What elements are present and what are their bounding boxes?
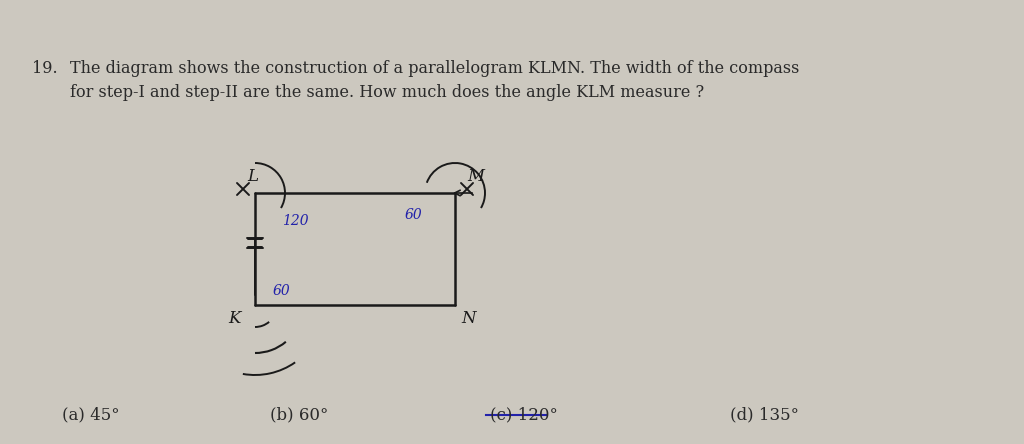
Text: 60: 60	[272, 284, 290, 298]
Text: The diagram shows the construction of a parallelogram KLMN. The width of the com: The diagram shows the construction of a …	[70, 60, 800, 77]
Text: (a) 45°: (a) 45°	[62, 407, 120, 424]
Text: 60: 60	[404, 208, 422, 222]
Text: M: M	[467, 168, 484, 185]
Text: for step-I and step-II are the same. How much does the angle KLM measure ?: for step-I and step-II are the same. How…	[70, 84, 705, 101]
Text: (d) 135°: (d) 135°	[730, 407, 799, 424]
Text: K: K	[228, 310, 241, 327]
Text: 19.: 19.	[32, 60, 57, 77]
Text: N: N	[461, 310, 475, 327]
Text: L: L	[248, 168, 258, 185]
Text: (b) 60°: (b) 60°	[270, 407, 329, 424]
Text: 120: 120	[282, 214, 308, 228]
Text: (c) 120°: (c) 120°	[490, 407, 558, 424]
